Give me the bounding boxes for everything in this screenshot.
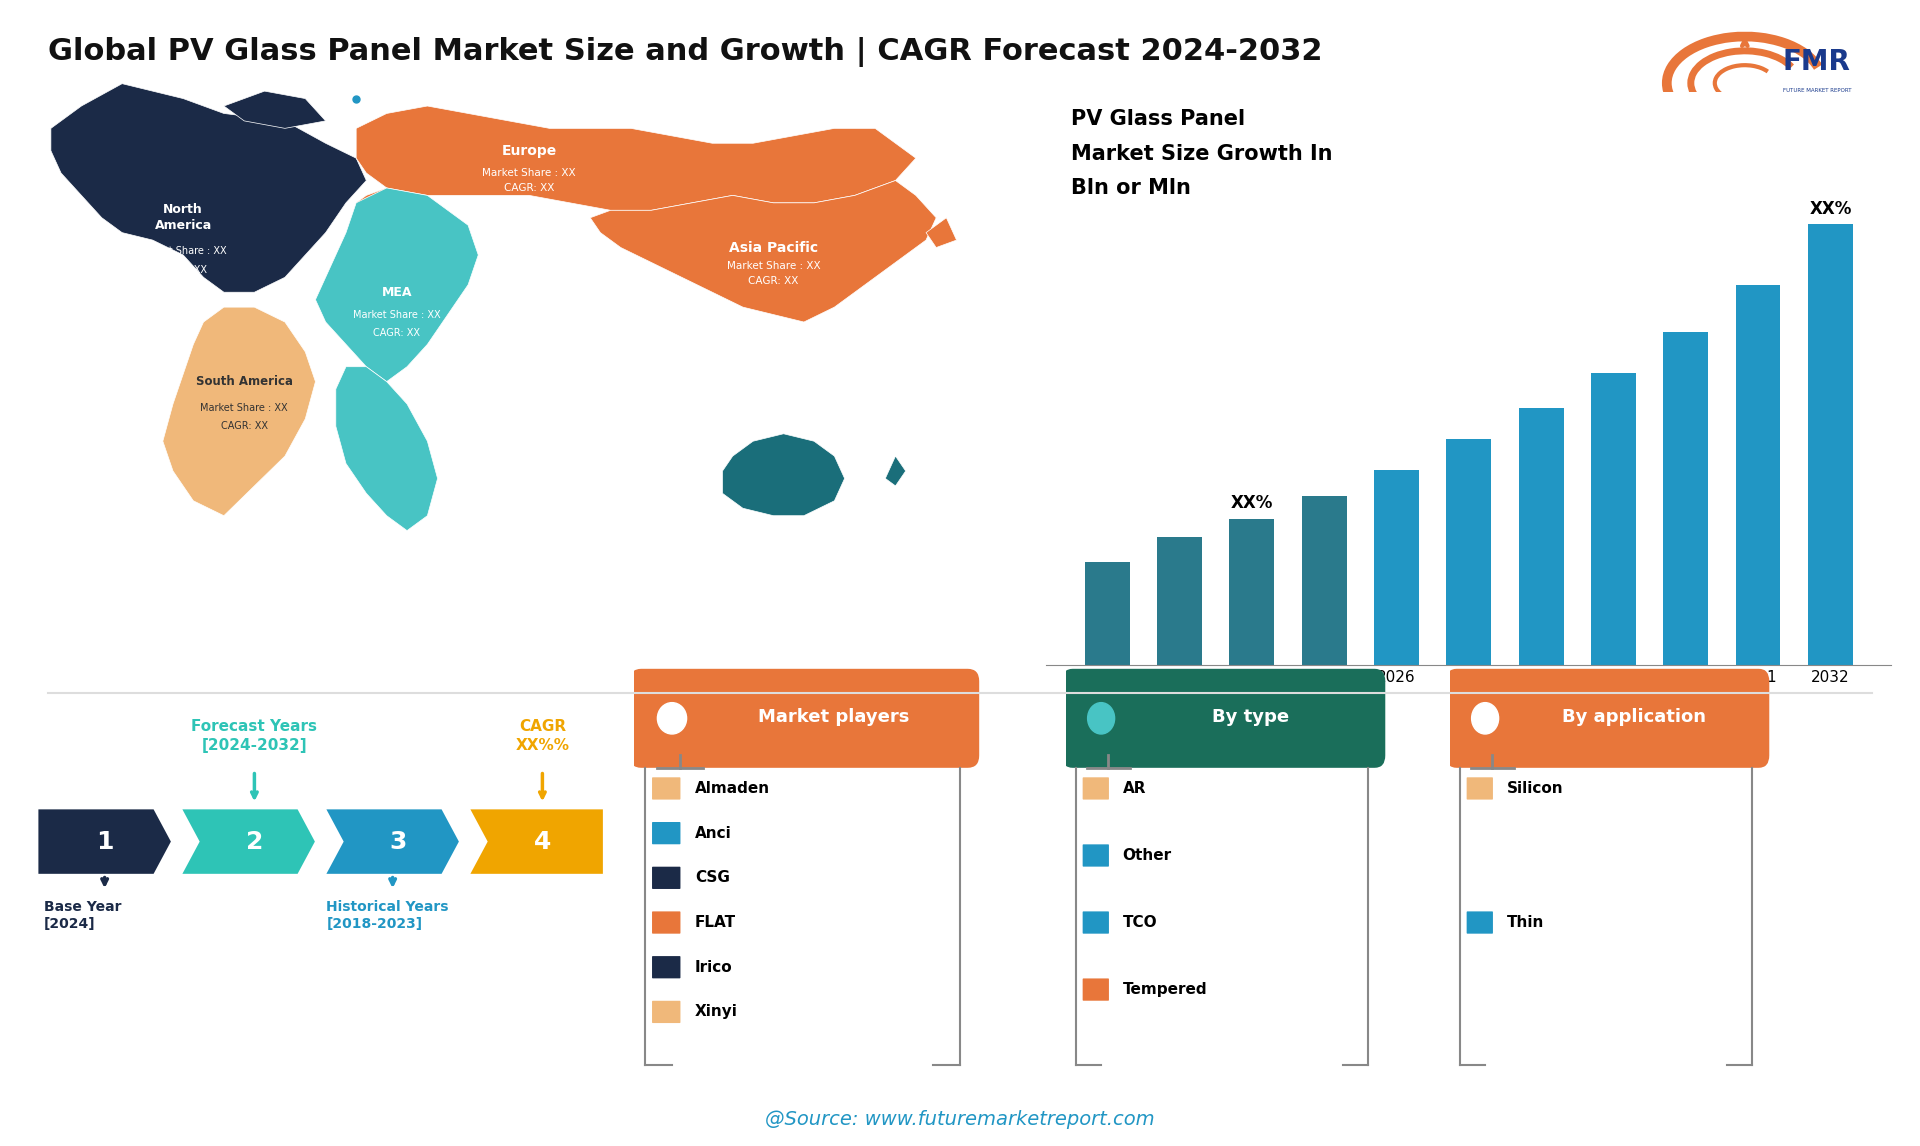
Bar (1229, 519, 1275, 665)
Circle shape (1087, 702, 1116, 733)
FancyBboxPatch shape (1083, 845, 1110, 866)
Text: PV Glass Panel
Market Size Growth In
Bln or Mln: PV Glass Panel Market Size Growth In Bln… (1071, 109, 1332, 198)
Polygon shape (885, 456, 906, 486)
FancyBboxPatch shape (653, 866, 680, 889)
Polygon shape (470, 809, 603, 873)
Polygon shape (315, 188, 478, 382)
Text: Forecast Years
[2024-2032]: Forecast Years [2024-2032] (192, 720, 317, 753)
Text: CAGR: XX: CAGR: XX (221, 422, 267, 431)
Polygon shape (50, 84, 367, 292)
Text: Market Share : XX: Market Share : XX (140, 246, 227, 257)
Text: CAGR: XX: CAGR: XX (749, 276, 799, 286)
FancyBboxPatch shape (1467, 777, 1494, 800)
Text: Almaden: Almaden (695, 780, 770, 796)
FancyBboxPatch shape (630, 669, 979, 768)
Bar (1158, 536, 1202, 665)
FancyBboxPatch shape (1083, 911, 1110, 934)
FancyBboxPatch shape (653, 911, 680, 934)
Text: XX%: XX% (1231, 494, 1273, 512)
Bar (1736, 285, 1780, 665)
Text: Market Share : XX: Market Share : XX (482, 168, 576, 178)
Text: Market Share : XX: Market Share : XX (200, 402, 288, 413)
Text: @Source: www.futuremarketreport.com: @Source: www.futuremarketreport.com (766, 1109, 1154, 1129)
Text: Asia Pacific: Asia Pacific (730, 241, 818, 254)
Text: Market Share : XX: Market Share : XX (726, 261, 820, 272)
Polygon shape (722, 433, 845, 516)
Bar (1663, 331, 1709, 665)
Polygon shape (357, 105, 916, 210)
Text: Anci: Anci (695, 825, 732, 841)
Text: AR: AR (1123, 780, 1146, 796)
Polygon shape (38, 809, 171, 873)
Text: By type: By type (1212, 708, 1288, 727)
Text: TCO: TCO (1123, 915, 1158, 931)
Bar (1446, 439, 1492, 665)
Text: 4: 4 (534, 830, 551, 854)
Bar (1375, 470, 1419, 665)
Polygon shape (225, 91, 326, 128)
Polygon shape (182, 809, 315, 873)
Text: 1: 1 (96, 830, 113, 854)
Bar (1809, 223, 1853, 665)
Bar (1592, 372, 1636, 665)
FancyBboxPatch shape (1083, 777, 1110, 800)
Text: CAGR: XX: CAGR: XX (372, 328, 420, 338)
Text: 3: 3 (390, 830, 407, 854)
FancyBboxPatch shape (653, 956, 680, 979)
Text: MEA: MEA (382, 285, 413, 299)
FancyBboxPatch shape (653, 1000, 680, 1023)
Text: Irico: Irico (695, 959, 733, 975)
Text: XX%: XX% (1809, 199, 1851, 218)
Polygon shape (326, 809, 459, 873)
Text: Historical Years
[2018-2023]: Historical Years [2018-2023] (326, 900, 449, 931)
FancyBboxPatch shape (1467, 911, 1494, 934)
Polygon shape (357, 188, 407, 210)
Text: Thin: Thin (1507, 915, 1544, 931)
Polygon shape (336, 367, 438, 531)
Text: Market Share : XX: Market Share : XX (353, 309, 442, 320)
Bar (1302, 495, 1346, 665)
Circle shape (1471, 702, 1500, 733)
FancyBboxPatch shape (1446, 669, 1770, 768)
FancyBboxPatch shape (653, 777, 680, 800)
Polygon shape (163, 307, 315, 516)
Text: Global PV Glass Panel Market Size and Growth | CAGR Forecast 2024-2032: Global PV Glass Panel Market Size and Gr… (48, 37, 1323, 66)
Text: North
America: North America (154, 203, 211, 233)
FancyBboxPatch shape (1062, 669, 1386, 768)
Text: CAGR
XX%%: CAGR XX%% (515, 720, 570, 753)
Text: Europe: Europe (501, 143, 557, 158)
Text: FLAT: FLAT (695, 915, 735, 931)
Text: CAGR: XX: CAGR: XX (159, 265, 207, 275)
FancyBboxPatch shape (1083, 979, 1110, 1000)
Bar (1519, 408, 1563, 665)
Text: Xinyi: Xinyi (695, 1004, 737, 1020)
Polygon shape (589, 180, 937, 322)
Text: CSG: CSG (695, 870, 730, 886)
Circle shape (657, 702, 687, 733)
FancyBboxPatch shape (653, 822, 680, 845)
Text: FMR: FMR (1784, 48, 1851, 76)
Text: Market players: Market players (758, 708, 908, 727)
Polygon shape (925, 218, 956, 248)
Text: Other: Other (1123, 848, 1171, 863)
Text: Base Year
[2024]: Base Year [2024] (44, 900, 121, 931)
Bar (1085, 563, 1129, 665)
Text: By application: By application (1563, 708, 1707, 727)
Text: CAGR: XX: CAGR: XX (503, 183, 555, 193)
Text: 2: 2 (246, 830, 263, 854)
Text: Tempered: Tempered (1123, 982, 1208, 997)
Text: South America: South America (196, 375, 292, 388)
Text: FUTURE MARKET REPORT: FUTURE MARKET REPORT (1782, 88, 1851, 93)
Text: Silicon: Silicon (1507, 780, 1563, 796)
